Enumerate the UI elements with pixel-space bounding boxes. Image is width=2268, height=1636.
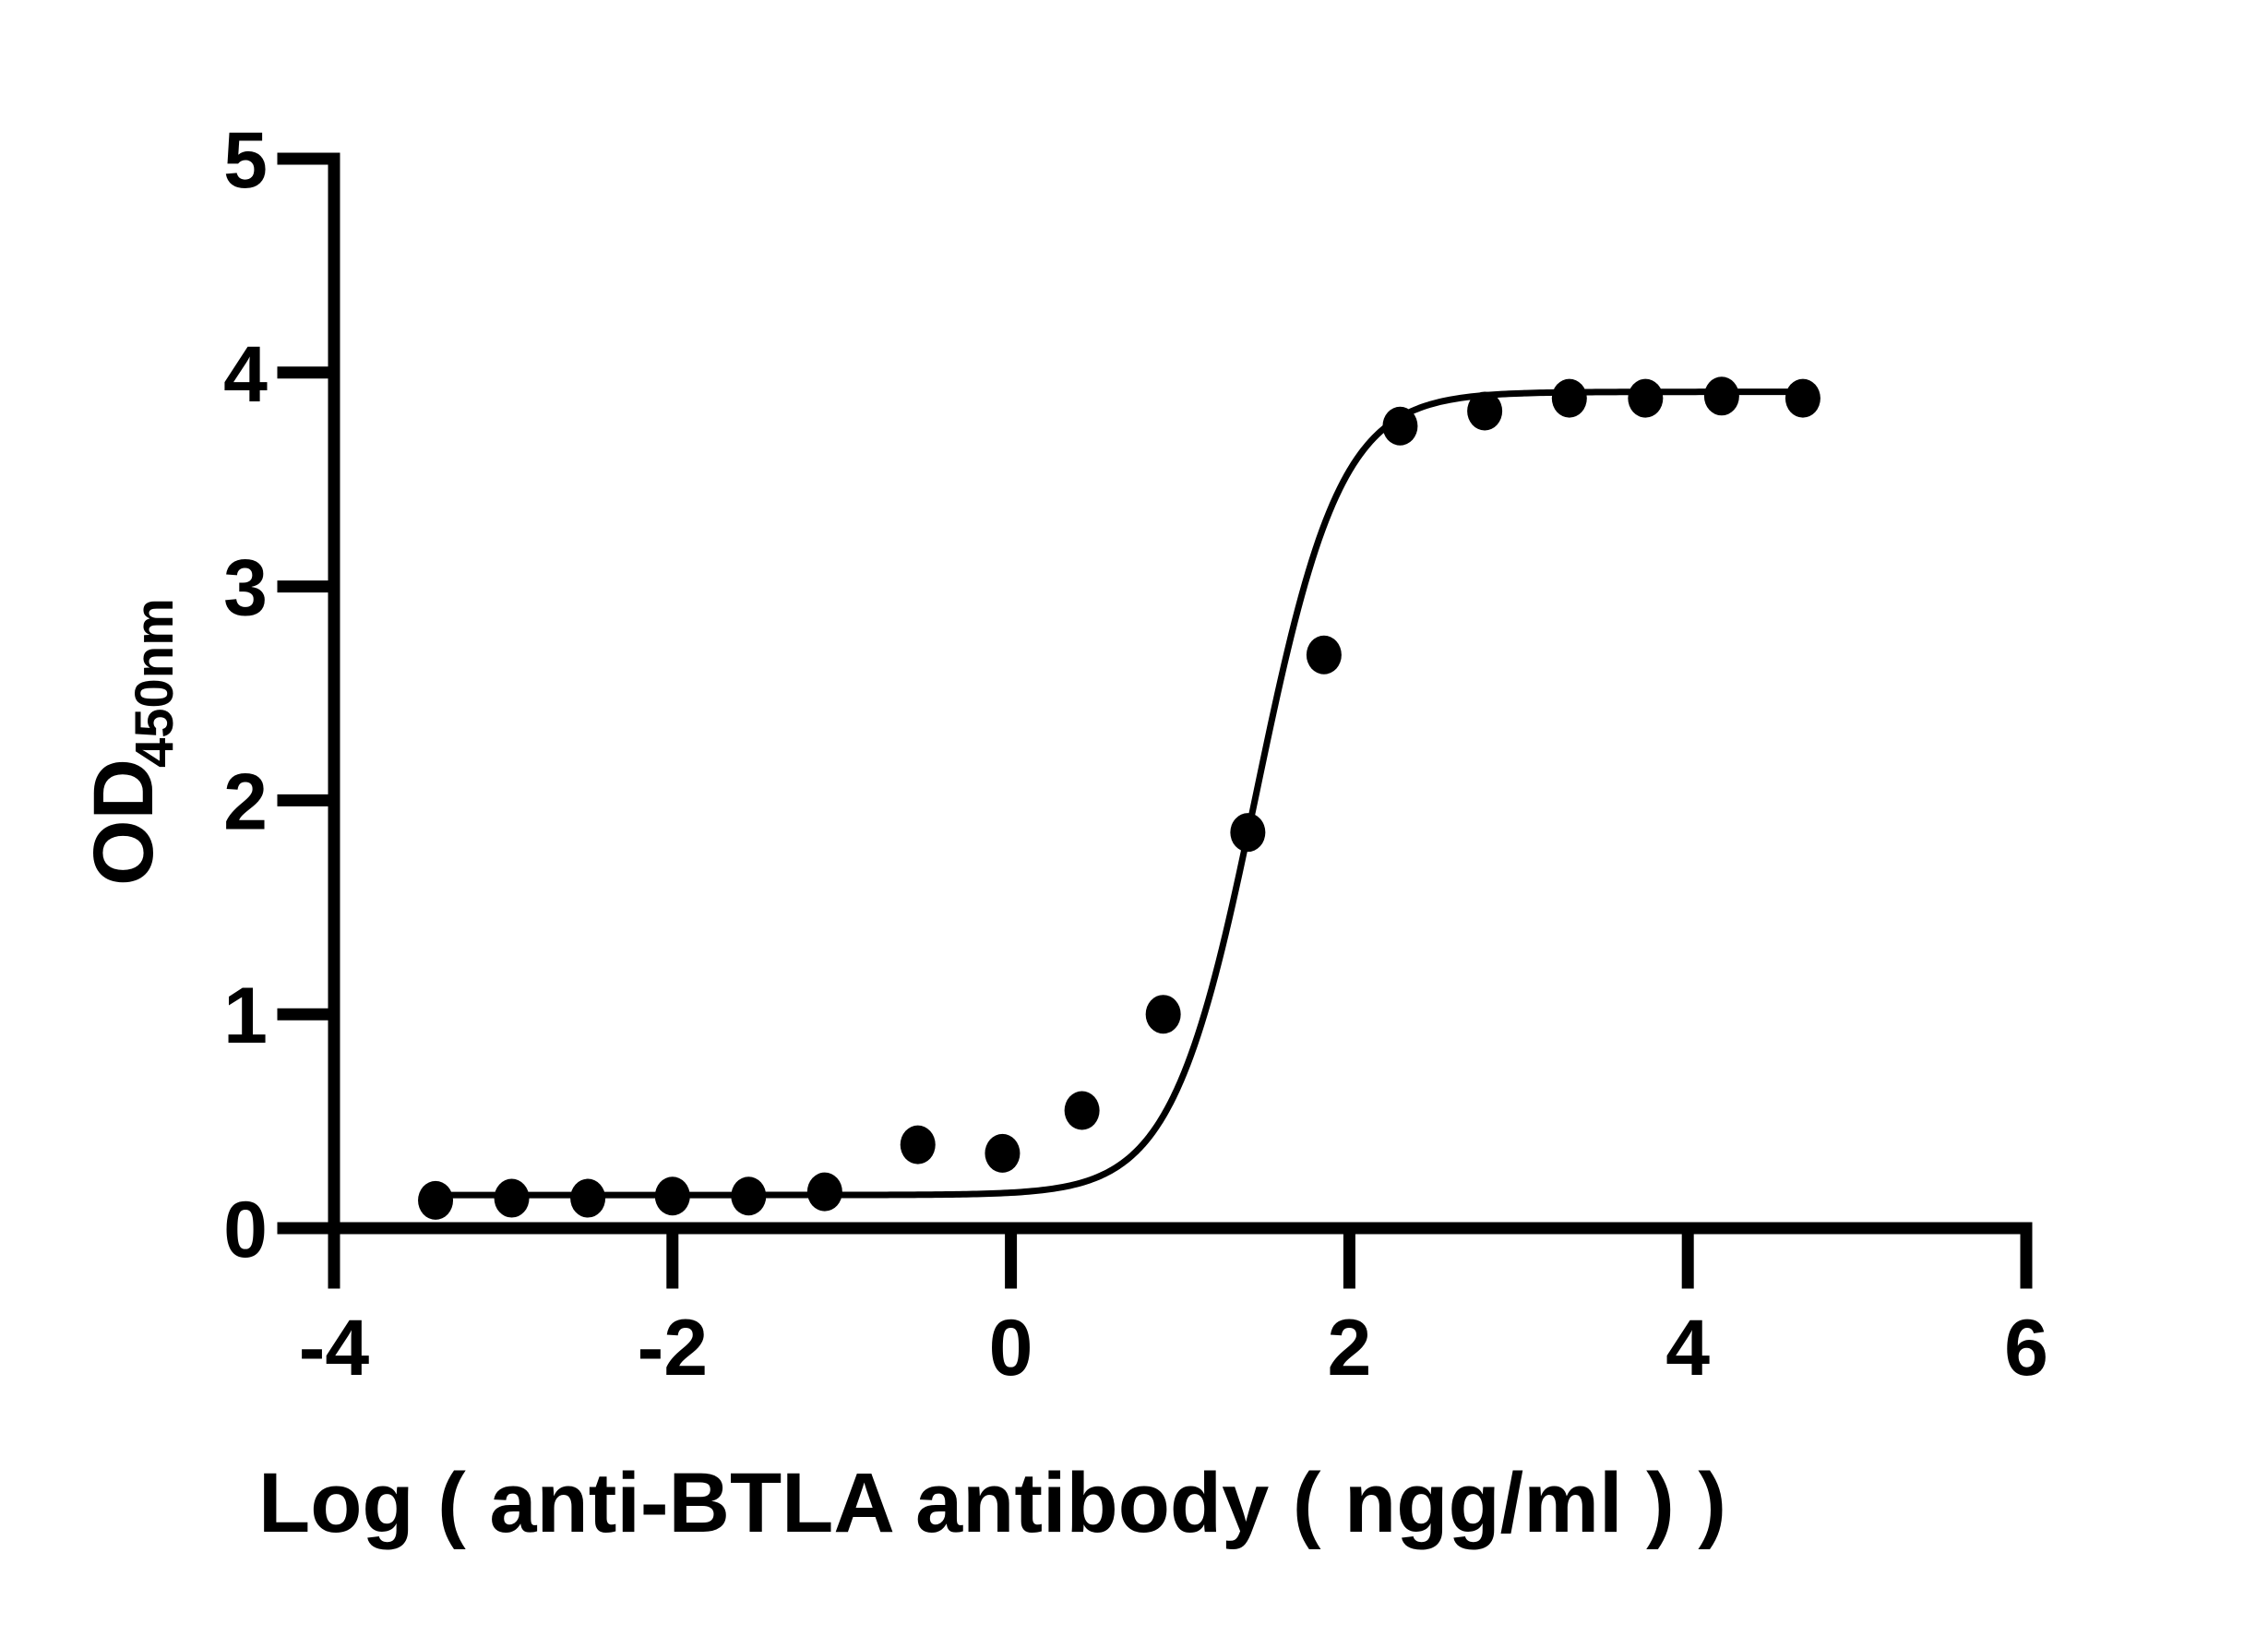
y-axis-ticks [277, 152, 340, 1235]
y-tick-label-5: 5 [223, 116, 268, 205]
data-point [1382, 406, 1418, 446]
y-axis-title-subscript: 450nm [125, 598, 185, 768]
data-point [731, 1176, 767, 1216]
x-tick-label-0: 0 [989, 1304, 1033, 1392]
data-point [900, 1125, 936, 1164]
data-point [1703, 376, 1739, 416]
data-point-series [418, 376, 1820, 1220]
y-axis-tick-labels: 0 1 2 3 4 5 [223, 116, 268, 1274]
x-axis-title: Log ( anti-BTLA antibody ( ngg/ml ) ) [258, 1456, 1726, 1550]
y-tick-label-1: 1 [223, 972, 268, 1060]
x-tick-label-2: 2 [1327, 1304, 1371, 1392]
y-tick-label-3: 3 [223, 544, 268, 633]
data-point [1064, 1091, 1100, 1130]
y-tick-label-2: 2 [223, 758, 268, 846]
data-point [570, 1178, 606, 1218]
data-point [1551, 378, 1587, 418]
x-tick-label--2: -2 [638, 1304, 708, 1392]
data-point [806, 1172, 842, 1212]
axes-group [322, 152, 2033, 1235]
y-axis-title-main: OD [77, 758, 171, 886]
x-tick-label-6: 6 [2004, 1304, 2048, 1392]
x-tick-label--4: -4 [299, 1304, 370, 1392]
data-point [1467, 391, 1503, 431]
y-tick-label-4: 4 [223, 330, 268, 419]
data-point [654, 1176, 690, 1216]
y-axis-title: OD 450nm [77, 598, 185, 886]
x-tick-label-4: 4 [1665, 1304, 1710, 1392]
data-point [1306, 635, 1342, 675]
data-point [418, 1180, 454, 1220]
data-point [1230, 813, 1266, 853]
data-point [1785, 378, 1820, 418]
y-tick-label-0: 0 [223, 1186, 268, 1274]
data-point [494, 1178, 530, 1218]
x-axis-tick-labels: -4 -2 0 2 4 6 [299, 1304, 2048, 1392]
data-point [1145, 995, 1181, 1034]
data-point [1628, 378, 1664, 418]
data-point [985, 1133, 1021, 1173]
x-axis-ticks [328, 1222, 2033, 1289]
